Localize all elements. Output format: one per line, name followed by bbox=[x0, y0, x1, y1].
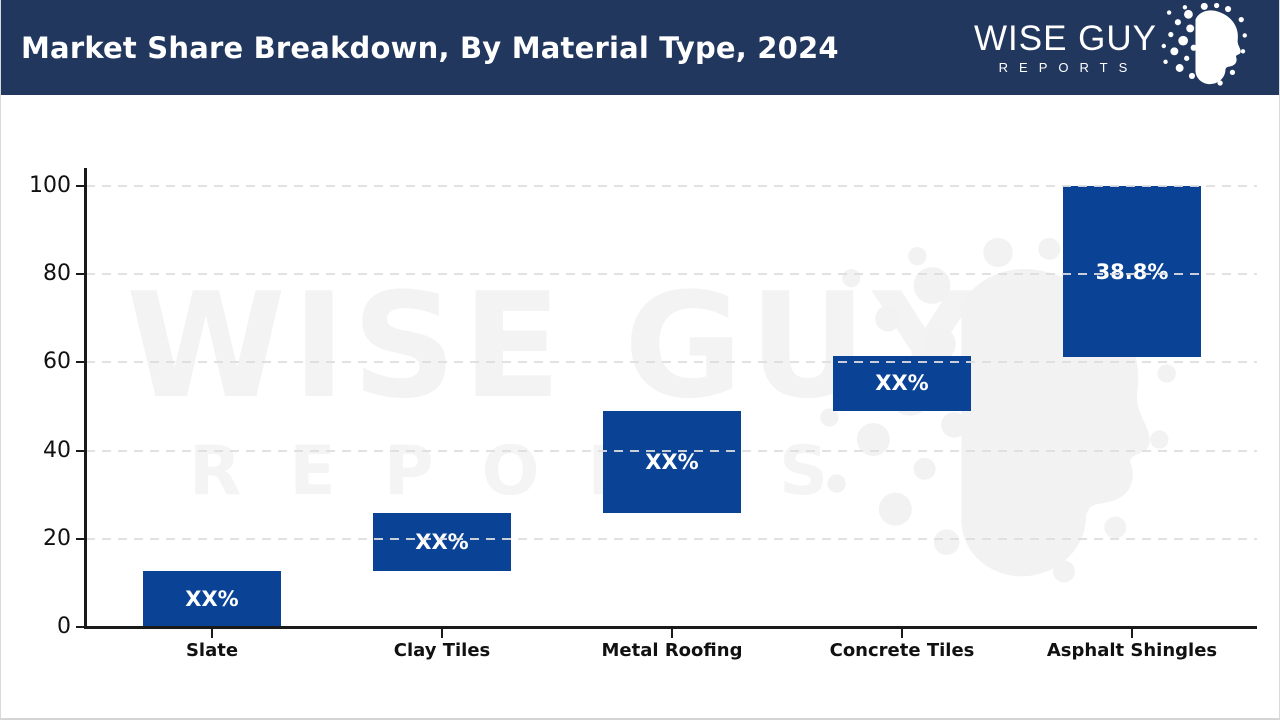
header: Market Share Breakdown, By Material Type… bbox=[1, 0, 1279, 95]
x-category-label: Concrete Tiles bbox=[829, 640, 975, 661]
gridline bbox=[86, 449, 1257, 452]
chart-title: Market Share Breakdown, By Material Type… bbox=[21, 30, 839, 65]
y-tick-label: 80 bbox=[43, 261, 71, 287]
x-tick-mark bbox=[901, 629, 903, 638]
y-tick-label: 0 bbox=[57, 614, 71, 639]
gridline bbox=[86, 185, 1257, 187]
bar-value-label: XX% bbox=[875, 371, 929, 396]
bar-segment: XX% bbox=[143, 570, 281, 627]
gridline bbox=[86, 361, 1257, 364]
y-tick-label: 40 bbox=[43, 437, 71, 463]
y-tick-mark bbox=[76, 449, 85, 452]
gridline bbox=[86, 273, 1257, 276]
y-tick-label: 60 bbox=[43, 349, 71, 375]
x-tick-mark bbox=[441, 629, 443, 638]
bar-segment: XX% bbox=[373, 512, 511, 571]
x-category-label: Metal Roofing bbox=[601, 640, 743, 661]
x-tick-mark bbox=[671, 629, 673, 638]
y-axis-line bbox=[84, 168, 87, 629]
bar-value-label: XX% bbox=[415, 529, 469, 554]
bar-segment: 38.8% bbox=[1063, 186, 1201, 358]
y-tick-mark bbox=[76, 361, 85, 364]
logo-wordmark-line2: REPORTS bbox=[998, 59, 1139, 75]
bar-segment: XX% bbox=[603, 410, 741, 513]
x-category-label: Slate bbox=[185, 640, 239, 661]
logo-wordmark-line1: WISE GUY bbox=[973, 18, 1157, 58]
x-axis-line bbox=[86, 626, 1257, 629]
wiseguy-logo: WISE GUY REPORTS bbox=[974, 2, 1255, 94]
y-tick-label: 20 bbox=[43, 525, 71, 551]
bar-value-label: XX% bbox=[185, 586, 239, 611]
x-tick-mark bbox=[1131, 629, 1133, 638]
x-category-label: Asphalt Shingles bbox=[1046, 640, 1218, 661]
y-tick-mark bbox=[76, 185, 85, 187]
x-tick-mark bbox=[211, 629, 213, 638]
x-category-label: Clay Tiles bbox=[393, 640, 491, 661]
bar-segment: XX% bbox=[833, 355, 971, 411]
y-tick-mark bbox=[76, 537, 85, 540]
logo-wordmark: WISE GUY REPORTS bbox=[974, 21, 1157, 75]
y-tick-mark bbox=[76, 273, 85, 276]
gridline bbox=[86, 537, 1257, 540]
bar-value-label: XX% bbox=[645, 449, 699, 474]
y-tick-mark bbox=[76, 626, 85, 628]
y-tick-label: 100 bbox=[29, 173, 71, 198]
bar-value-label: 38.8% bbox=[1095, 259, 1169, 284]
logo-face-icon bbox=[1143, 2, 1255, 94]
